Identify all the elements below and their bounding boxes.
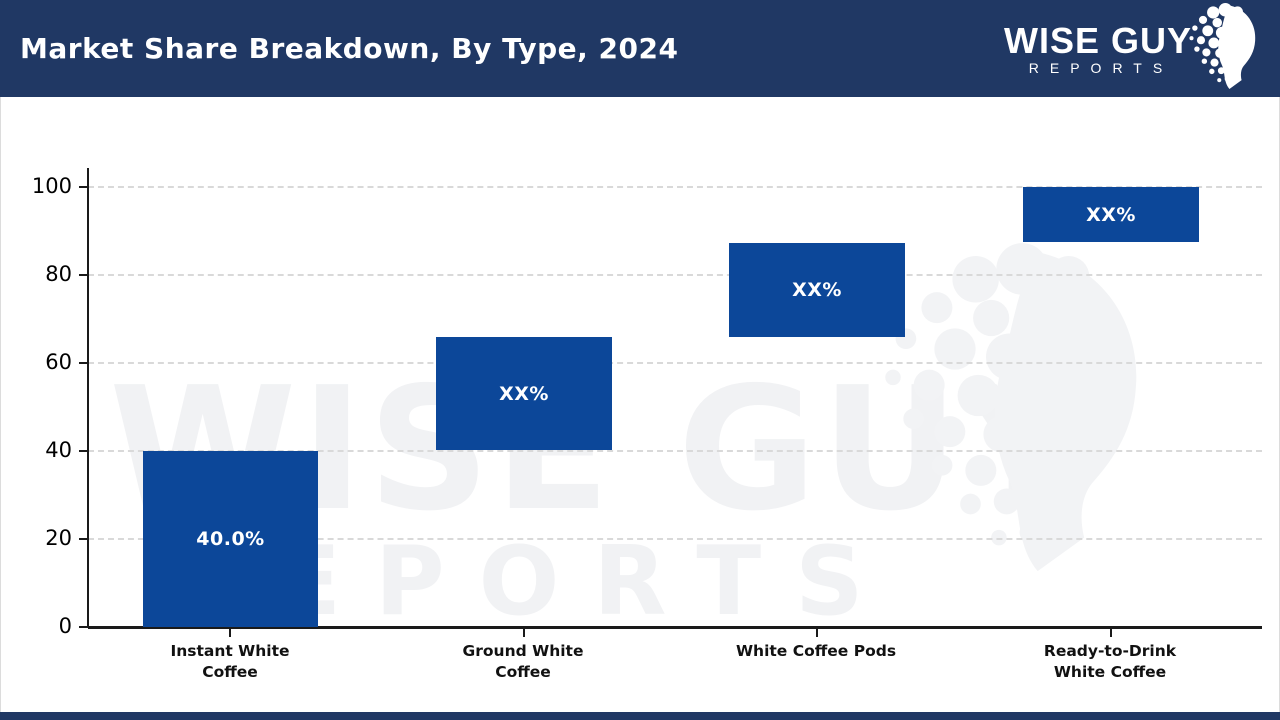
- gridline-40: [88, 450, 1262, 452]
- bar-white-coffee-pods: XX%: [729, 243, 905, 337]
- x-category-label: Ground White Coffee: [462, 642, 584, 681]
- gridline-60: [88, 362, 1262, 364]
- bar-ground-white-coffee: XX%: [436, 337, 612, 450]
- header-bar: Market Share Breakdown, By Type, 2024 WI…: [0, 0, 1280, 97]
- y-tick-label: 100: [31, 174, 72, 198]
- page-title: Market Share Breakdown, By Type, 2024: [20, 32, 679, 65]
- x-tick-mark: [229, 629, 231, 637]
- y-tick-mark: [79, 362, 87, 364]
- x-category-label: Ready-to-Drink White Coffee: [1043, 642, 1177, 681]
- y-tick-label: 60: [45, 350, 72, 374]
- bar-value-label: XX%: [792, 279, 842, 301]
- gridline-20: [88, 538, 1262, 540]
- gridline-100: [88, 186, 1262, 188]
- y-axis-line: [87, 168, 89, 628]
- y-tick-mark: [79, 538, 87, 540]
- y-tick-label: 0: [58, 614, 72, 638]
- y-tick-mark: [79, 626, 87, 628]
- x-category-label: White Coffee Pods: [735, 642, 897, 660]
- brand-name: WISE GUY: [1003, 19, 1192, 61]
- bar-ready-to-drink-white-coffee: XX%: [1023, 187, 1199, 242]
- x-category-label: Instant White Coffee: [170, 642, 290, 681]
- gridline-80: [88, 274, 1262, 276]
- y-tick-label: 80: [45, 262, 72, 286]
- brand-subname: REPORTS: [1028, 60, 1174, 77]
- y-tick-label: 20: [45, 526, 72, 550]
- y-tick-mark: [79, 274, 87, 276]
- bar-value-label: XX%: [499, 382, 549, 405]
- dotted-head-icon: [1182, 3, 1266, 95]
- y-tick-label: 40: [45, 438, 72, 462]
- x-tick-mark: [523, 629, 525, 637]
- y-tick-mark: [79, 186, 87, 188]
- bar-value-label: XX%: [1086, 203, 1136, 226]
- x-tick-mark: [1110, 629, 1112, 637]
- y-tick-mark: [79, 450, 87, 452]
- x-axis-line: [88, 626, 1262, 629]
- bar-instant-white-coffee: 40.0%: [143, 451, 318, 627]
- footer-accent-bar: [0, 712, 1280, 720]
- brand-logo: WISE GUY REPORTS: [1003, 3, 1266, 95]
- x-tick-mark: [816, 629, 818, 637]
- watermark-head-icon: [862, 228, 1172, 598]
- brand-logo-text: WISE GUY REPORTS: [1003, 19, 1192, 77]
- bar-value-label: 40.0%: [196, 528, 265, 550]
